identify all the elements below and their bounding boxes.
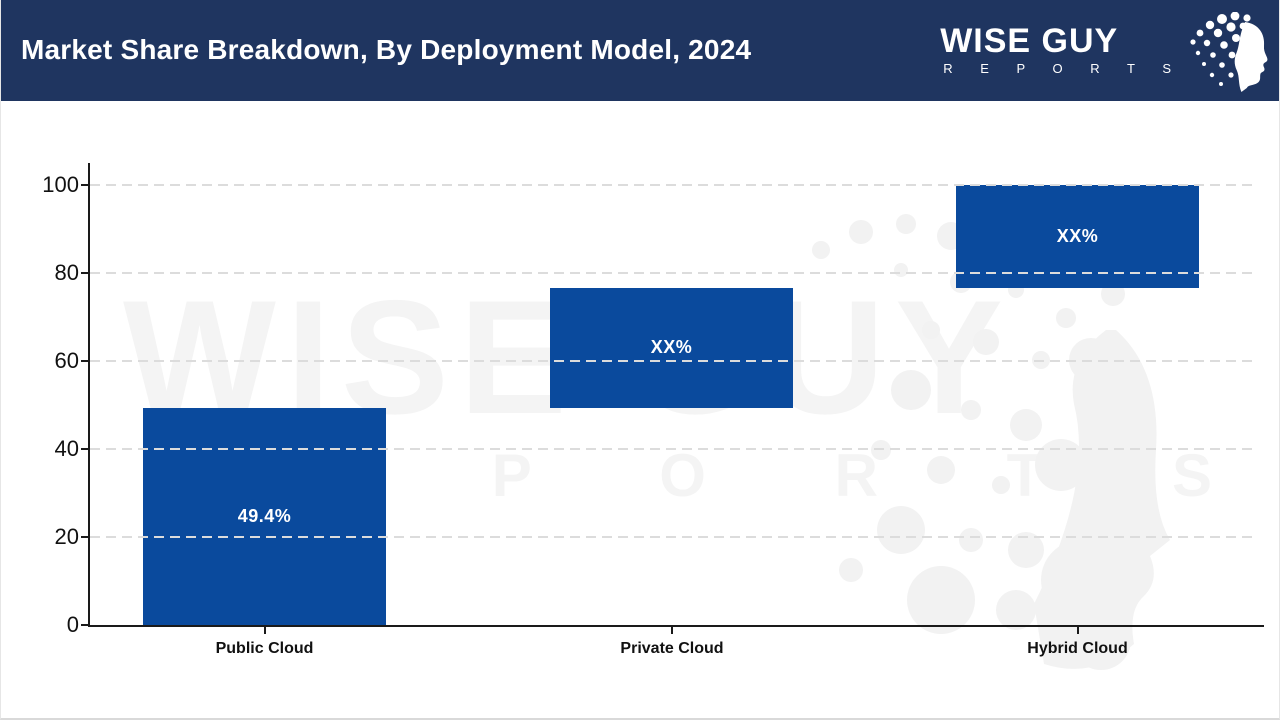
bar-value-label-public-cloud: 49.4% (237, 505, 292, 526)
y-tick-40 (81, 448, 90, 450)
logo-face-icon (1190, 12, 1268, 92)
x-tick-label-public-cloud: Public Cloud (215, 640, 314, 657)
y-tick-label-100: 100 (42, 172, 79, 197)
x-axis-spine (88, 625, 1264, 627)
y-tick-label-80: 80 (54, 260, 79, 285)
y-gridline-100 (90, 184, 1254, 186)
y-tick-0 (81, 624, 90, 626)
logo-wordmark: WISE GUY (940, 22, 1119, 60)
x-tick-hybrid-cloud (1076, 625, 1079, 634)
x-tick-label-hybrid-cloud: Hybrid Cloud (1027, 640, 1128, 657)
y-tick-label-40: 40 (54, 436, 79, 461)
y-tick-60 (81, 360, 90, 362)
bar-value-label-private-cloud: XX% (650, 337, 693, 358)
y-axis-spine (88, 163, 90, 627)
wise-guy-reports-logo: WISE GUY R E P O R T S (940, 12, 1269, 92)
y-gridline-40 (90, 448, 1254, 450)
y-gridline-80 (90, 272, 1254, 274)
bar-hybrid-cloud: XX% (956, 185, 1199, 288)
y-tick-80 (81, 272, 90, 274)
x-tick-private-cloud (671, 625, 673, 634)
y-tick-label-60: 60 (54, 348, 79, 373)
y-gridline-20 (90, 536, 1254, 538)
y-tick-100 (81, 184, 90, 186)
bar-value-label-hybrid-cloud: XX% (1056, 225, 1099, 246)
bar-private-cloud: XX% (550, 287, 793, 408)
y-tick-20 (81, 536, 90, 538)
logo-reports-text: R E P O R T S (943, 61, 1183, 76)
x-tick-label-private-cloud: Private Cloud (620, 640, 724, 657)
y-gridline-60 (90, 360, 1254, 362)
y-tick-label-0: 0 (66, 612, 79, 637)
logo-text: WISE GUY R E P O R T S (940, 12, 1183, 77)
bar-public-cloud: 49.4% (143, 407, 386, 625)
y-tick-label-20: 20 (54, 524, 79, 549)
page-title: Market Share Breakdown, By Deployment Mo… (21, 34, 752, 65)
x-tick-public-cloud (263, 625, 266, 634)
header-banner: Market Share Breakdown, By Deployment Mo… (1, 0, 1279, 101)
